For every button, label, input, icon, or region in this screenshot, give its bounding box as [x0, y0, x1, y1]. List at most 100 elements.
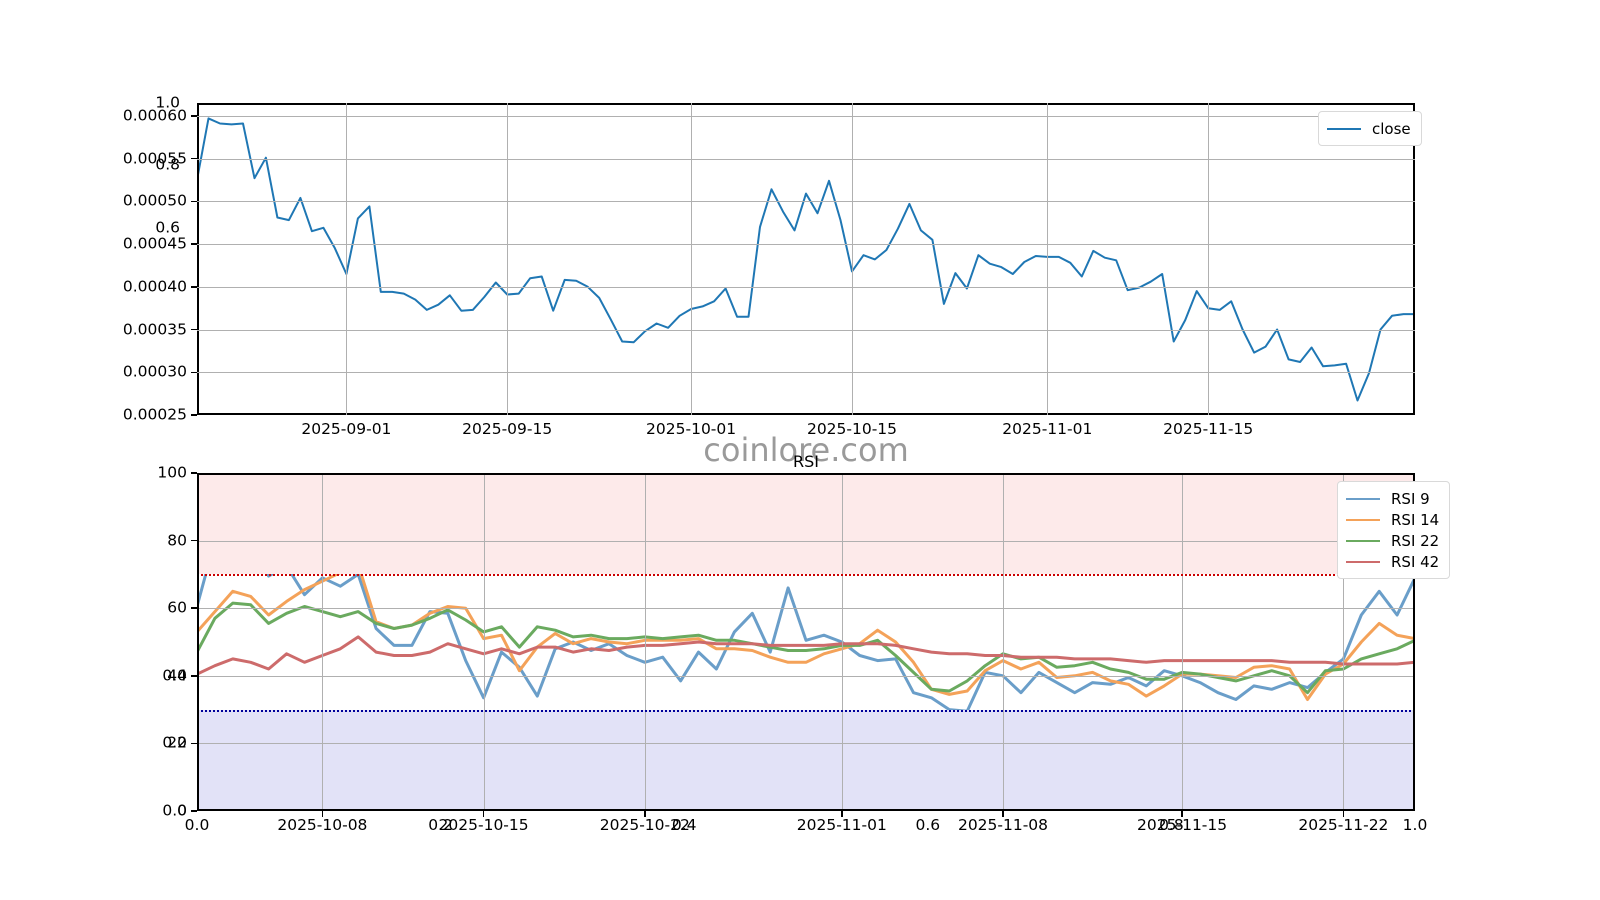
price-gridline-v-1 [507, 103, 509, 415]
rsi-y-tickmark-3 [191, 607, 197, 609]
rsi-ghost-x-tick-0.4: 0.4 [671, 816, 697, 834]
price-axis-right [1413, 103, 1415, 415]
legend-swatch-rsi-14 [1346, 518, 1380, 521]
price-y-tick-0.00050: 0.00050 [122, 191, 187, 210]
price-gridline-h-7 [197, 115, 1415, 117]
price-ghost-y-tick-1.0: 1.0 [155, 93, 180, 112]
rsi-y-tick-20: 20 [167, 733, 187, 752]
rsi-y-tick-0: 0 [177, 801, 187, 820]
legend-swatch-rsi-9 [1346, 497, 1380, 500]
legend-swatch-rsi-22 [1346, 539, 1380, 542]
price-y-tickmark-0 [191, 414, 197, 416]
rsi-legend-item-0: RSI 9 [1346, 488, 1439, 509]
price-y-tick-0.00055: 0.00055 [122, 148, 187, 167]
price-y-tick-0.00025: 0.00025 [122, 405, 187, 424]
legend-label-rsi-14: RSI 14 [1391, 510, 1440, 529]
rsi-y-tick-80: 80 [167, 530, 187, 549]
price-x-tick-2025-09-01: 2025-09-01 [301, 420, 392, 438]
rsi-gridline-v-5 [1182, 473, 1184, 811]
rsi-x-tick-2025-11-08: 2025-11-08 [957, 816, 1049, 834]
price-y-tickmark-1 [191, 371, 197, 374]
rsi-y-tickmark-2 [191, 675, 197, 677]
rsi-oversold-band [197, 709, 1415, 811]
price-y-tickmark-2 [191, 328, 197, 331]
watermark: coinlore.com [703, 431, 909, 469]
rsi-legend-item-2: RSI 22 [1346, 530, 1439, 551]
price-x-tick-2025-10-15: 2025-10-15 [806, 420, 898, 438]
rsi-x-tick-2025-11-22: 2025-11-22 [1298, 816, 1389, 834]
legend-label-rsi-42: RSI 42 [1391, 552, 1440, 571]
rsi-x-tickmark-3 [841, 811, 843, 817]
rsi-y-tick-40: 40 [167, 666, 187, 685]
price-gridline-v-0 [346, 103, 348, 415]
rsi-gridline-v-6 [1343, 473, 1345, 811]
rsi-x-tickmark-0 [321, 811, 324, 817]
rsi-axis-left [197, 473, 199, 811]
rsi-overbought-line [197, 574, 1415, 577]
price-axis-left [197, 103, 199, 415]
price-gridline-v-4 [1047, 103, 1049, 415]
rsi-ghost-x-tick-1.0: 1.0 [1402, 816, 1428, 834]
price-y-tick-0.00045: 0.00045 [122, 234, 187, 253]
price-y-tickmark-6 [191, 157, 197, 160]
price-y-tickmark-5 [191, 200, 197, 203]
rsi-axis-right [1413, 473, 1415, 811]
rsi-legend[interactable]: RSI 9 RSI 14 RSI 22 RSI 42 [1337, 481, 1451, 579]
price-y-tick-0.00030: 0.00030 [122, 362, 187, 381]
rsi-x-tick-2025-10-22: 2025-10-22 [599, 816, 690, 834]
rsi-axis-top [197, 473, 1415, 475]
rsi-ghost-y-tick-0.4: 0.4 [162, 666, 187, 685]
price-line-series [197, 117, 1415, 402]
price-x-tick-2025-09-15: 2025-09-15 [462, 420, 553, 438]
rsi-y-tickmark-1 [191, 742, 197, 745]
rsi-axis-bottom [197, 809, 1415, 811]
price-gridline-h-5 [197, 201, 1415, 203]
rsi-gridline-v-2 [644, 473, 646, 811]
price-legend[interactable]: close [1318, 111, 1422, 146]
rsi-gridline-v-4 [1003, 473, 1004, 811]
rsi-x-tickmark-5 [1181, 811, 1183, 817]
price-x-tick-2025-11-01: 2025-11-01 [1002, 420, 1093, 438]
price-gridline-h-1 [197, 372, 1415, 374]
price-y-tick-0.00060: 0.00060 [122, 106, 187, 125]
price-y-tickmark-3 [191, 286, 197, 288]
rsi-overbought-band [197, 473, 1415, 575]
rsi-x-tick-2025-10-15: 2025-10-15 [438, 816, 529, 834]
rsi-y-tickmark-4 [191, 539, 197, 542]
price-gridline-h-4 [197, 244, 1415, 245]
price-y-tick-0.00035: 0.00035 [122, 319, 187, 338]
price-axis-bottom [197, 413, 1415, 415]
rsi-ghost-x-tick-0.2: 0.2 [428, 816, 453, 834]
price-gridline-h-6 [197, 158, 1415, 160]
price-gridline-h-2 [197, 329, 1415, 331]
rsi-ghost-y-tick-0.2: 0.2 [162, 733, 187, 752]
rsi-x-tickmark-2 [644, 811, 646, 817]
rsi-ghost-x-tick-0.0: 0.0 [184, 816, 210, 834]
rsi-y-tick-60: 60 [167, 598, 187, 617]
price-chart-panel [197, 103, 1415, 415]
price-y-tickmark-7 [191, 115, 197, 117]
rsi-ghost-y-tick-0.0: 0.0 [162, 801, 187, 820]
rsi-y-tick-100: 100 [157, 463, 187, 482]
price-y-tick-0.00040: 0.00040 [122, 277, 187, 296]
legend-label-close: close [1372, 119, 1411, 138]
price-gridline-v-3 [852, 103, 853, 415]
rsi-gridline-h-3 [197, 608, 1415, 610]
price-gridline-v-5 [1208, 103, 1210, 415]
price-x-tick-2025-10-01: 2025-10-01 [646, 420, 737, 438]
rsi-ghost-x-tick-0.8: 0.8 [1159, 816, 1184, 834]
rsi-y-tickmark-5 [191, 472, 197, 474]
price-ghost-y-tick-0.6: 0.6 [155, 218, 180, 237]
rsi-ghost-x-tick-0.6: 0.6 [915, 816, 941, 834]
rsi-gridline-h-2 [197, 675, 1415, 677]
price-y-tickmark-4 [191, 243, 197, 245]
price-gridline-h-3 [197, 286, 1415, 288]
rsi-x-tick-2025-11-01: 2025-11-01 [796, 816, 887, 834]
rsi-gridline-h-4 [197, 540, 1415, 542]
rsi-title: RSI [793, 452, 819, 471]
legend-label-rsi-22: RSI 22 [1391, 531, 1440, 550]
legend-swatch-close [1327, 127, 1361, 130]
rsi-gridline-v-1 [483, 473, 485, 811]
rsi-oversold-line [197, 709, 1415, 712]
